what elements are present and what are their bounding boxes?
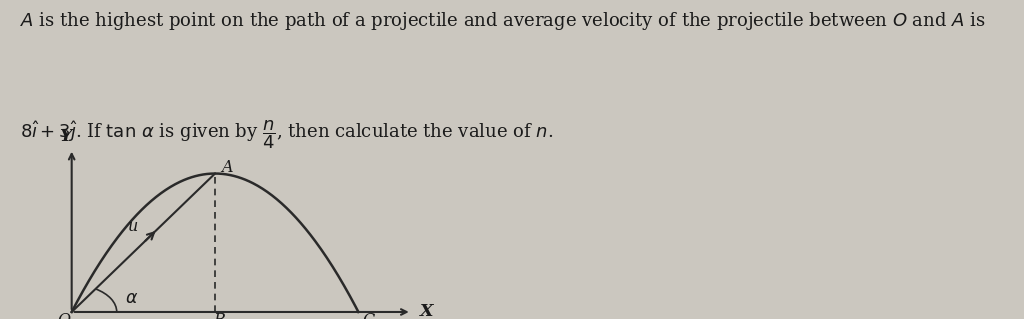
Text: $8\hat{\imath}+3\hat{\jmath}$. If $\tan\,\alpha$ is given by $\dfrac{n}{4}$, the: $8\hat{\imath}+3\hat{\jmath}$. If $\tan\… — [20, 118, 554, 151]
Text: X: X — [420, 303, 433, 319]
Text: $A$ is the highest point on the path of a projectile and average velocity of the: $A$ is the highest point on the path of … — [20, 10, 986, 32]
Text: B: B — [213, 312, 224, 319]
Text: Y: Y — [59, 128, 72, 145]
Text: O: O — [57, 312, 71, 319]
Text: u: u — [128, 218, 138, 235]
Text: A: A — [221, 159, 232, 176]
Text: C: C — [362, 312, 375, 319]
Text: $\alpha$: $\alpha$ — [125, 290, 138, 307]
